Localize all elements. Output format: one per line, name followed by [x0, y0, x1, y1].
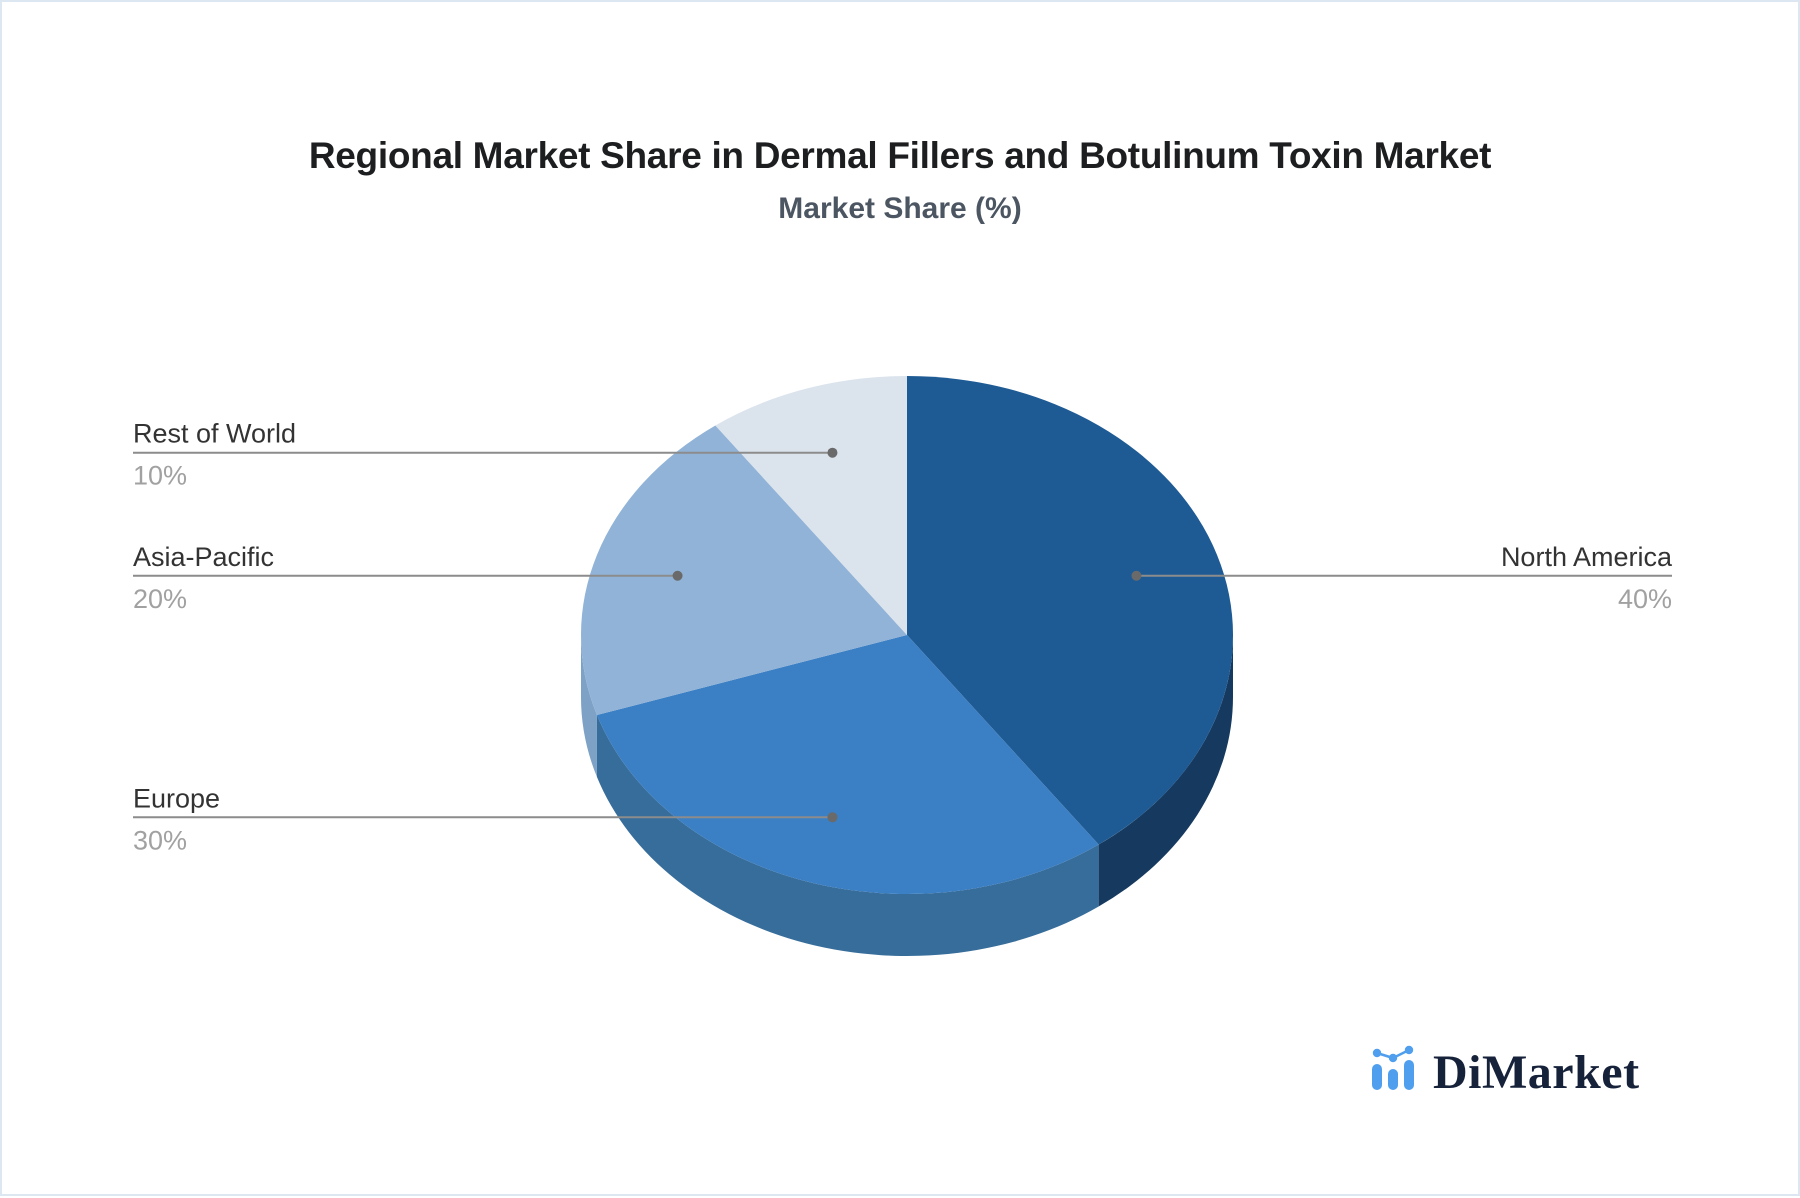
slice-value-asia-pacific: 20%: [133, 584, 187, 614]
chart-title: Regional Market Share in Dermal Fillers …: [308, 135, 1492, 176]
pie-slice-side-asia-pacific: [581, 635, 597, 778]
pie-sides: [581, 635, 1233, 957]
chart-subtitle: Market Share (%): [778, 192, 1022, 225]
brand-name: DiMarket: [1433, 1046, 1640, 1099]
pie-slice-side-north-america: [1098, 635, 1233, 907]
slice-value-north-america: 40%: [1618, 584, 1672, 614]
leader-north-america: North America 40%: [1131, 542, 1673, 614]
slice-value-europe: 30%: [133, 825, 187, 855]
leader-rest-of-world: Rest of World 10%: [133, 419, 838, 491]
leader-dot-europe: [827, 812, 838, 823]
slice-label-rest-of-world: Rest of World: [133, 419, 296, 449]
leader-dot-north-america: [1131, 570, 1142, 581]
slice-label-asia-pacific: Asia-Pacific: [133, 542, 274, 572]
pie-slice-north-america: [907, 376, 1234, 845]
brand-logo: DiMarket: [1368, 1044, 1640, 1097]
pie-slice-asia-pacific: [581, 425, 907, 716]
pie-slice-europe: [596, 635, 1099, 895]
pie-slice-side-europe: [596, 715, 1099, 957]
leader-dot-asia-pacific: [672, 570, 683, 581]
bar-line-chart-icon: [1372, 1045, 1414, 1090]
slice-value-rest-of-world: 10%: [133, 461, 187, 491]
slice-label-north-america: North America: [1501, 542, 1673, 572]
pie-slice-rest-of-world: [715, 376, 907, 635]
pie-tops: [581, 376, 1234, 895]
leader-dot-rest-of-world: [827, 447, 838, 458]
leader-asia-pacific: Asia-Pacific 20%: [133, 542, 683, 614]
slice-label-europe: Europe: [133, 783, 220, 813]
leader-europe: Europe 30%: [133, 783, 838, 855]
leader-labels: North America 40% Europe 30% Asia-Pacific 20%…: [133, 419, 1673, 855]
